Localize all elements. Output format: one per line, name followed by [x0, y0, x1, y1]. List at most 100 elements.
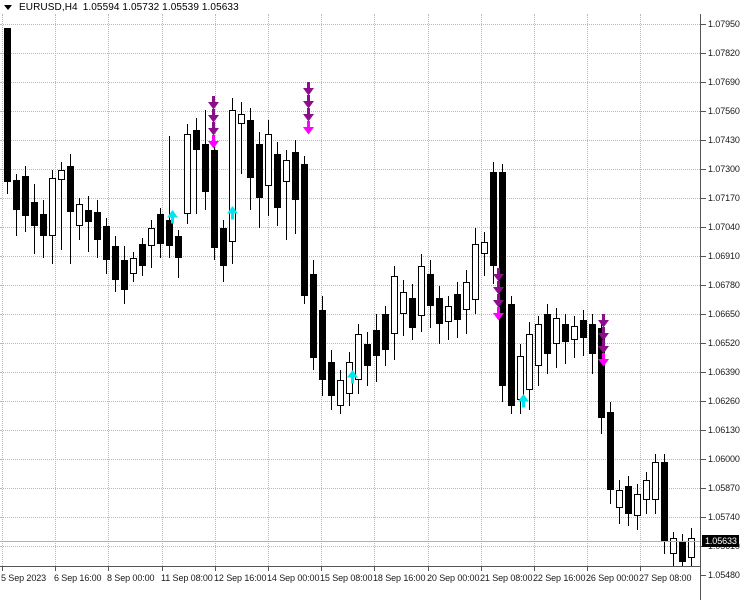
candlestick: [589, 14, 596, 566]
sell-arrow-down-icon: [597, 314, 610, 328]
price-axis-label: 1.06650: [708, 309, 740, 319]
candle-body-bear: [139, 244, 146, 266]
candlestick: [643, 14, 650, 566]
candle-body-bull: [634, 494, 641, 516]
candle-body-bull: [265, 134, 272, 186]
candlestick: [463, 14, 470, 566]
price-tick: [701, 575, 706, 576]
candlestick: [373, 14, 380, 566]
candlestick: [472, 14, 479, 566]
price-tick: [701, 488, 706, 489]
price-tick: [701, 372, 706, 373]
candlestick: [544, 14, 551, 566]
time-tick: [587, 567, 588, 571]
price-axis[interactable]: 1.07950 1.07820 1.07690 1.07560 1.07430 1.073…: [700, 0, 741, 600]
price-tick: [701, 53, 706, 54]
time-axis-label: 18 Sep 16:00: [373, 573, 426, 583]
candle-body-bear: [544, 314, 551, 354]
gridline-horizontal: [0, 227, 700, 228]
time-axis-label: 15 Sep 08:00: [320, 573, 373, 583]
candle-body-bear: [661, 462, 668, 542]
price-axis-label: 1.07950: [708, 19, 740, 29]
candle-body-bear: [382, 314, 389, 350]
price-axis-label: 1.07170: [708, 193, 740, 203]
price-tick: [701, 140, 706, 141]
candle-body-bear: [310, 274, 317, 358]
price-tick: [701, 343, 706, 344]
candlestick: [418, 14, 425, 566]
price-axis-label: 1.07820: [708, 48, 740, 58]
price-tick: [701, 285, 706, 286]
sell-arrow-down-icon: [207, 122, 220, 136]
gridline-vertical: [108, 14, 109, 566]
candle-body-bear: [301, 164, 308, 296]
candlestick: [94, 14, 101, 566]
buy-arrow-up-icon: [226, 206, 239, 220]
candlestick: [517, 14, 524, 566]
candle-body-bull: [643, 480, 650, 500]
candle-body-bear: [409, 298, 416, 328]
candle-body-bull: [571, 326, 578, 340]
time-axis-label: 6 Sep 16:00: [54, 573, 102, 583]
price-axis-label: 1.06130: [708, 425, 740, 435]
candle-body-bull: [418, 266, 425, 316]
candlestick: [40, 14, 47, 566]
symbol-label: EURUSD,H4: [19, 1, 78, 13]
sell-arrow-down-icon: [492, 281, 505, 295]
candlestick: [670, 14, 677, 566]
sell-arrow-down-icon: [302, 95, 315, 109]
gridline-vertical: [2, 14, 3, 566]
symbol-header-bar[interactable]: EURUSD,H4 1.05594 1.05732 1.05539 1.0563…: [0, 0, 741, 14]
candlestick: [103, 14, 110, 566]
price-tick: [701, 430, 706, 431]
candlestick: [301, 14, 308, 566]
candlestick: [535, 14, 542, 566]
candle-body-bear: [13, 180, 20, 210]
candlestick: [310, 14, 317, 566]
time-tick: [215, 567, 216, 571]
buy-arrow-up-icon: [517, 394, 530, 408]
gridline-horizontal: [0, 343, 700, 344]
chart-plot-area[interactable]: [0, 14, 700, 566]
candle-body-bear: [220, 228, 227, 266]
time-tick: [321, 567, 322, 571]
sell-arrow-down-icon: [597, 340, 610, 354]
candlestick: [166, 14, 173, 566]
sell-arrow-down-icon: [597, 353, 610, 367]
candlestick: [139, 14, 146, 566]
price-axis-label: 1.06520: [708, 338, 740, 348]
candlestick: [562, 14, 569, 566]
candle-body-bull: [76, 204, 83, 226]
sell-arrow-down-icon: [492, 294, 505, 308]
gridline-horizontal: [0, 169, 700, 170]
candle-body-bear: [103, 226, 110, 260]
candle-body-bear: [202, 144, 209, 192]
time-axis-label: 20 Sep 00:00: [427, 573, 480, 583]
price-tick: [701, 517, 706, 518]
chevron-down-icon[interactable]: [4, 4, 12, 10]
gridline-vertical: [215, 14, 216, 566]
time-axis[interactable]: 5 Sep 2023 6 Sep 16:00 8 Sep 00:00 11 Sep 0…: [0, 566, 700, 601]
candle-body-bear: [112, 246, 119, 280]
gridline-horizontal: [0, 256, 700, 257]
sell-arrow-down-icon: [207, 135, 220, 149]
candlestick: [490, 14, 497, 566]
candlestick: [688, 14, 695, 566]
candlestick: [445, 14, 452, 566]
time-axis-label: 27 Sep 08:00: [639, 573, 692, 583]
time-axis-label: 8 Sep 00:00: [107, 573, 155, 583]
buy-arrow-up-icon: [346, 370, 359, 384]
candlestick: [121, 14, 128, 566]
candle-body-bear: [40, 214, 47, 236]
candlestick: [148, 14, 155, 566]
candle-body-bear: [193, 130, 200, 150]
gridline-horizontal: [0, 546, 700, 547]
price-tick: [701, 227, 706, 228]
price-tick: [701, 169, 706, 170]
candlestick: [130, 14, 137, 566]
candlestick: [76, 14, 83, 566]
gridline-vertical: [55, 14, 56, 566]
gridline-vertical: [374, 14, 375, 566]
time-tick: [2, 567, 3, 571]
time-axis-label: 21 Sep 08:00: [480, 573, 533, 583]
